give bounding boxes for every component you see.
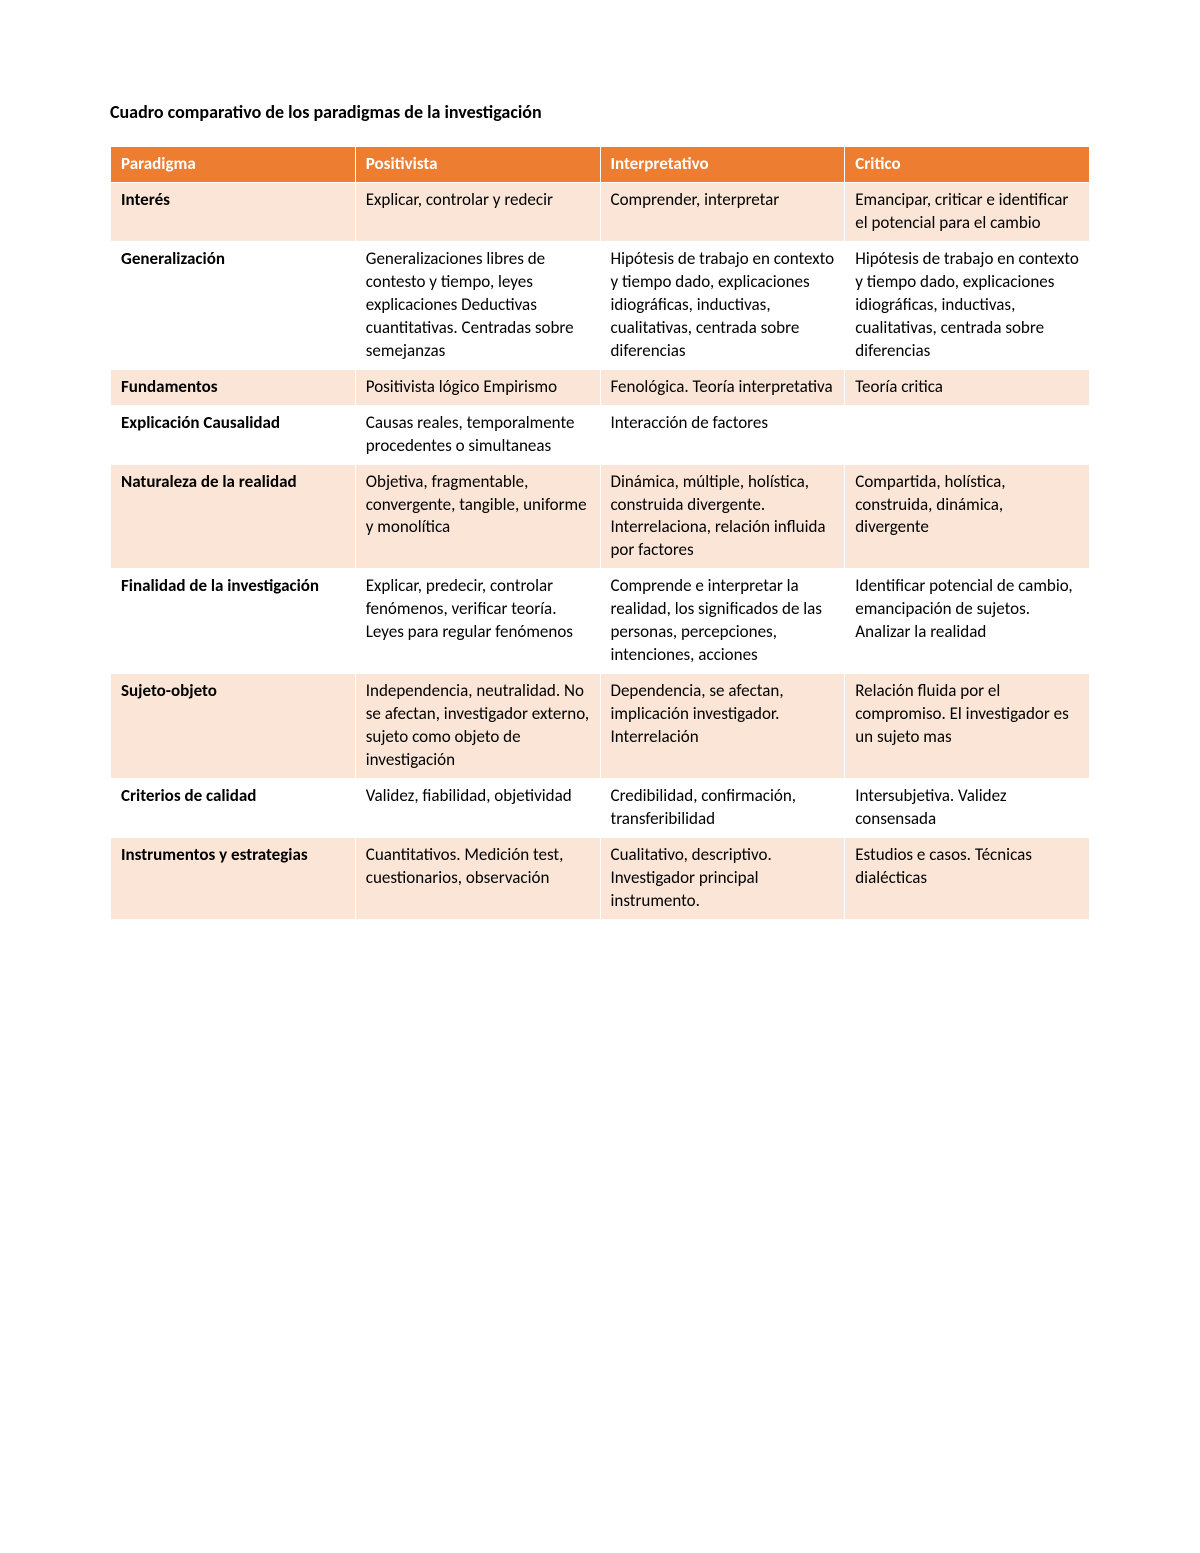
col-header-critico: Critico bbox=[845, 147, 1090, 183]
col-header-paradigma: Paradigma bbox=[111, 147, 356, 183]
comparison-table: Paradigma Positivista Interpretativo Cri… bbox=[110, 146, 1090, 919]
table-cell: Fenológica. Teoría interpretativa bbox=[600, 369, 845, 405]
table-cell: Hipótesis de trabajo en contexto y tiemp… bbox=[845, 242, 1090, 370]
table-row: Explicación CausalidadCausas reales, tem… bbox=[111, 405, 1090, 464]
row-label: Finalidad de la investigación bbox=[111, 569, 356, 674]
table-cell: Explicar, controlar y redecir bbox=[355, 183, 600, 242]
table-row: Sujeto-objetoIndependencia, neutralidad.… bbox=[111, 674, 1090, 779]
row-label: Criterios de calidad bbox=[111, 778, 356, 837]
document-title: Cuadro comparativo de los paradigmas de … bbox=[110, 100, 1090, 124]
table-cell: Explicar, predecir, controlar fenómenos,… bbox=[355, 569, 600, 674]
table-row: FundamentosPositivista lógico EmpirismoF… bbox=[111, 369, 1090, 405]
table-cell: Estudios e casos. Técnicas dialécticas bbox=[845, 837, 1090, 919]
row-label: Sujeto-objeto bbox=[111, 674, 356, 779]
table-cell: Comprende e interpretar la realidad, los… bbox=[600, 569, 845, 674]
table-cell: Generalizaciones libres de contesto y ti… bbox=[355, 242, 600, 370]
table-row: InterésExplicar, controlar y redecirComp… bbox=[111, 183, 1090, 242]
table-cell: Validez, fiabilidad, objetividad bbox=[355, 778, 600, 837]
table-row: Criterios de calidadValidez, fiabilidad,… bbox=[111, 778, 1090, 837]
table-cell: Emancipar, criticar e identificar el pot… bbox=[845, 183, 1090, 242]
table-cell: Dependencia, se afectan, implicación inv… bbox=[600, 674, 845, 779]
row-label: Instrumentos y estrategias bbox=[111, 837, 356, 919]
table-cell: Credibilidad, confirmación, transferibil… bbox=[600, 778, 845, 837]
table-cell: Positivista lógico Empirismo bbox=[355, 369, 600, 405]
table-cell: Dinámica, múltiple, holística, construid… bbox=[600, 464, 845, 569]
table-row: Finalidad de la investigaciónExplicar, p… bbox=[111, 569, 1090, 674]
table-cell: Intersubjetiva. Validez consensada bbox=[845, 778, 1090, 837]
table-cell: Comprender, interpretar bbox=[600, 183, 845, 242]
table-cell: Independencia, neutralidad. No se afecta… bbox=[355, 674, 600, 779]
table-cell: Identificar potencial de cambio, emancip… bbox=[845, 569, 1090, 674]
table-row: GeneralizaciónGeneralizaciones libres de… bbox=[111, 242, 1090, 370]
table-header-row: Paradigma Positivista Interpretativo Cri… bbox=[111, 147, 1090, 183]
table-cell: Objetiva, fragmentable, convergente, tan… bbox=[355, 464, 600, 569]
table-cell: Teoría critica bbox=[845, 369, 1090, 405]
table-cell: Interacción de factores bbox=[600, 405, 845, 464]
row-label: Naturaleza de la realidad bbox=[111, 464, 356, 569]
row-label: Generalización bbox=[111, 242, 356, 370]
table-row: Naturaleza de la realidadObjetiva, fragm… bbox=[111, 464, 1090, 569]
table-body: InterésExplicar, controlar y redecirComp… bbox=[111, 183, 1090, 919]
col-header-positivista: Positivista bbox=[355, 147, 600, 183]
table-cell: Cualitativo, descriptivo. Investigador p… bbox=[600, 837, 845, 919]
row-label: Fundamentos bbox=[111, 369, 356, 405]
row-label: Interés bbox=[111, 183, 356, 242]
table-cell: Relación fluida por el compromiso. El in… bbox=[845, 674, 1090, 779]
table-row: Instrumentos y estrategiasCuantitativos.… bbox=[111, 837, 1090, 919]
col-header-interpretativo: Interpretativo bbox=[600, 147, 845, 183]
table-cell: Cuantitativos. Medición test, cuestionar… bbox=[355, 837, 600, 919]
table-cell bbox=[845, 405, 1090, 464]
table-cell: Compartida, holística, construida, dinám… bbox=[845, 464, 1090, 569]
table-cell: Hipótesis de trabajo en contexto y tiemp… bbox=[600, 242, 845, 370]
row-label: Explicación Causalidad bbox=[111, 405, 356, 464]
table-cell: Causas reales, temporalmente procedentes… bbox=[355, 405, 600, 464]
